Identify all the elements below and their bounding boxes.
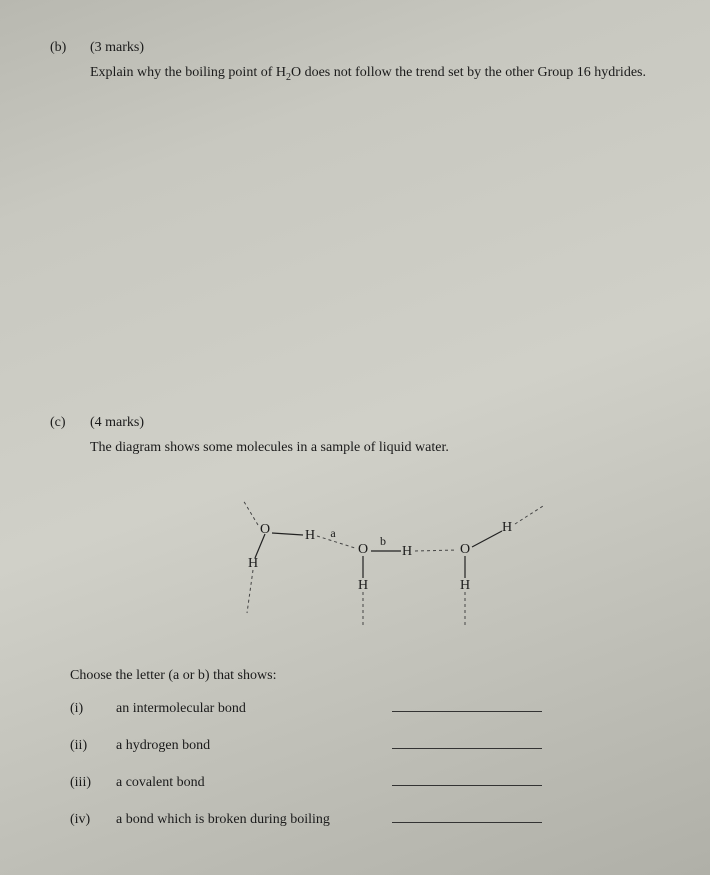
atom-label: O [260,522,270,537]
water-molecule-diagram: O H H O H H O H Ha b [50,468,660,648]
answer-blank [392,772,542,786]
hydrogen-bond [317,536,355,548]
question-b-answer-space [50,85,660,385]
question-c-text: The diagram shows some molecules in a sa… [90,437,660,458]
atom-label: H [460,578,470,593]
question-b-text-before: Explain why the boiling point of H [90,65,286,80]
question-b-marker: (b) [50,40,78,85]
atom-label: H [402,544,412,559]
covalent-bond [272,533,303,535]
diagram-svg: O H H O H H O H Ha b [155,478,555,638]
answer-blank [392,698,542,712]
hydrogen-bond [247,570,253,613]
answer-intro: Choose the letter (a or b) that shows: [70,668,660,684]
answer-list: Choose the letter (a or b) that shows: (… [50,668,660,828]
atom-label: O [358,542,368,557]
answer-roman: (i) [70,701,100,717]
covalent-bond [472,531,502,547]
question-b-header: (b) (3 marks) Explain why the boiling po… [50,40,660,85]
question-c: (c) (4 marks) The diagram shows some mol… [50,415,660,828]
answer-roman: (ii) [70,738,100,754]
answer-row: (ii) a hydrogen bond [70,735,660,754]
covalent-bond [255,534,265,558]
hydrogen-bond [415,550,457,551]
question-b-content: (3 marks) Explain why the boiling point … [90,40,660,85]
question-c-content: (4 marks) The diagram shows some molecul… [90,415,660,458]
bond-label: b [380,534,386,548]
question-b: (b) (3 marks) Explain why the boiling po… [50,40,660,385]
answer-text: a bond which is broken during boiling [116,812,376,828]
answer-blank [392,809,542,823]
question-b-text-after: O does not follow the trend set by the o… [291,65,646,80]
answer-roman: (iii) [70,775,100,791]
question-c-header: (c) (4 marks) The diagram shows some mol… [50,415,660,458]
atom-label: H [248,556,258,571]
atom-label: O [460,542,470,557]
answer-text: a covalent bond [116,775,376,791]
answer-row: (i) an intermolecular bond [70,698,660,717]
question-c-marker: (c) [50,415,78,458]
hydrogen-bond [515,506,543,524]
answer-roman: (iv) [70,812,100,828]
atom-label: H [502,520,512,535]
bond-label: a [330,526,336,540]
answer-blank [392,735,542,749]
atom-label: H [358,578,368,593]
question-c-marks: (4 marks) [90,415,144,430]
hydrogen-bond [243,500,258,525]
question-b-marks: (3 marks) [90,40,144,55]
atom-label: H [305,528,315,543]
answer-row: (iii) a covalent bond [70,772,660,791]
question-b-text: Explain why the boiling point of H2O doe… [90,62,660,85]
answer-text: an intermolecular bond [116,701,376,717]
answer-text: a hydrogen bond [116,738,376,754]
answer-row: (iv) a bond which is broken during boilin… [70,809,660,828]
